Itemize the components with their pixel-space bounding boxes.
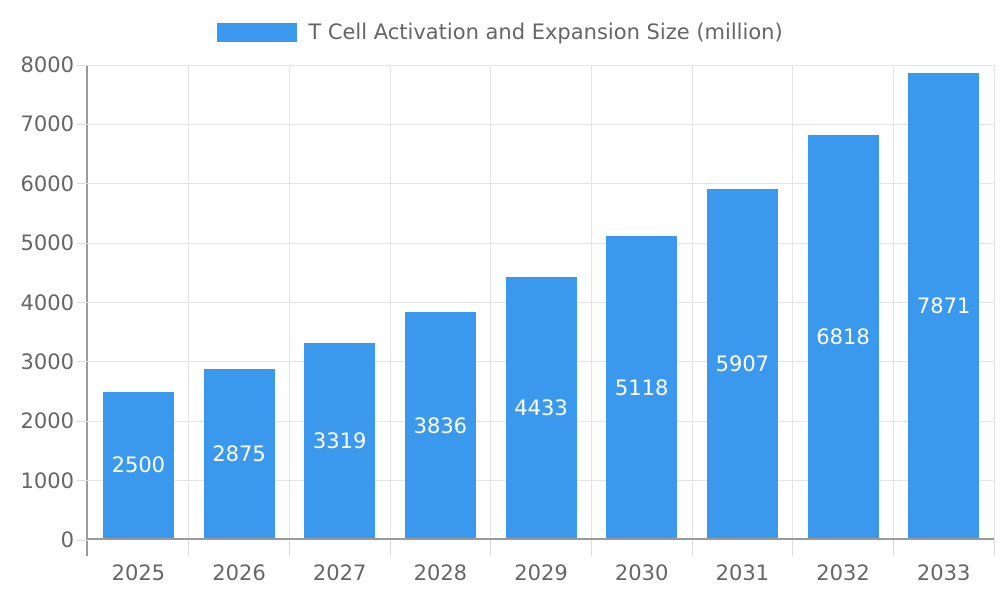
x-tick-6	[691, 540, 693, 556]
y-tick-label-3000: 3000	[20, 349, 74, 374]
y-tick-label-4000: 4000	[20, 290, 74, 315]
x-tick-1	[188, 540, 190, 556]
y-tick-7000	[77, 123, 88, 125]
x-tick-label-2027: 2027	[312, 561, 367, 585]
x-axis-labels: 2025 2026 2027 2028 2029 2030 2031 2032 2033	[88, 560, 994, 590]
bar-2028[interactable]: 3836	[404, 312, 476, 540]
y-axis-line	[86, 65, 88, 556]
gridline-v-2	[288, 65, 290, 540]
y-tick-0	[77, 539, 88, 541]
y-tick-4000	[77, 302, 88, 303]
x-tick-8	[892, 540, 894, 556]
x-tick-5	[590, 540, 592, 556]
bar-value-label-2025: 2500	[111, 453, 166, 478]
bar-2029[interactable]: 4433	[505, 276, 577, 540]
gridline-v-5	[590, 65, 592, 540]
x-tick-label-2033: 2033	[916, 561, 971, 585]
y-tick-2000	[77, 420, 88, 422]
x-axis-line	[88, 538, 994, 540]
y-tick-label-1000: 1000	[20, 468, 74, 493]
gridline-h-5000	[88, 242, 994, 244]
bar-2026[interactable]: 2875	[203, 369, 275, 540]
plot-area: 2500 2875 3319 3836 4433 5118 5907 6818 7871	[77, 64, 995, 556]
x-tick-4	[490, 540, 492, 556]
bar-2030[interactable]: 5118	[606, 236, 678, 540]
gridline-v-9	[993, 65, 995, 540]
gridline-v-6	[691, 65, 693, 540]
gridline-v-8	[892, 65, 894, 540]
y-tick-label-6000: 6000	[20, 171, 74, 196]
legend: T Cell Activation and Expansion Size (mi…	[0, 17, 1000, 47]
bar-2025[interactable]: 2500	[102, 391, 174, 540]
gridline-v-7	[792, 65, 794, 540]
y-tick-6000	[77, 183, 88, 185]
x-tick-label-2030: 2030	[614, 561, 669, 585]
bar-2032[interactable]: 6818	[807, 135, 879, 540]
gridline-v-3	[389, 65, 391, 540]
gridline-v-4	[490, 65, 492, 540]
bar-2027[interactable]: 3319	[304, 342, 376, 540]
bar-value-label-2033: 7871	[916, 293, 971, 318]
x-tick-label-2025: 2025	[111, 561, 166, 585]
gridline-h-6000	[88, 183, 994, 185]
bar-value-label-2029: 4433	[514, 395, 568, 420]
x-tick-label-2028: 2028	[413, 561, 468, 585]
y-tick-8000	[77, 64, 88, 66]
y-axis-labels: 0 1000 2000 3000 4000 5000 6000 7000 8000	[0, 53, 74, 552]
x-tick-label-2031: 2031	[715, 561, 770, 585]
bar-value-label-2026: 2875	[212, 442, 266, 467]
x-tick-label-2029: 2029	[514, 561, 568, 585]
x-tick-2	[288, 540, 290, 556]
x-tick-9	[993, 540, 995, 556]
y-tick-label-0: 0	[60, 528, 74, 552]
y-tick-label-2000: 2000	[20, 409, 74, 434]
bar-2033[interactable]: 7871	[908, 72, 980, 540]
bar-value-label-2027: 3319	[312, 428, 367, 453]
x-tick-7	[792, 540, 794, 556]
x-tick-label-2026: 2026	[212, 561, 266, 585]
x-tick-3	[389, 540, 391, 556]
y-tick-1000	[77, 480, 88, 482]
y-tick-5000	[77, 242, 88, 244]
legend-swatch-icon[interactable]	[217, 22, 298, 42]
y-tick-3000	[77, 361, 88, 363]
gridline-v-1	[188, 65, 190, 540]
bar-value-label-2028: 3836	[413, 413, 468, 438]
y-tick-label-5000: 5000	[20, 231, 74, 256]
gridline-h-7000	[88, 123, 994, 125]
bar-value-label-2031: 5907	[715, 352, 770, 377]
y-tick-label-7000: 7000	[20, 112, 74, 137]
bar-value-label-2032: 6818	[816, 325, 870, 350]
bar-value-label-2030: 5118	[614, 375, 669, 400]
bar-2031[interactable]: 5907	[706, 189, 778, 540]
legend-series-label[interactable]: T Cell Activation and Expansion Size (mi…	[308, 20, 783, 44]
y-tick-label-8000: 8000	[20, 53, 74, 77]
x-tick-label-2032: 2032	[816, 561, 870, 585]
gridline-h-8000	[88, 64, 994, 66]
